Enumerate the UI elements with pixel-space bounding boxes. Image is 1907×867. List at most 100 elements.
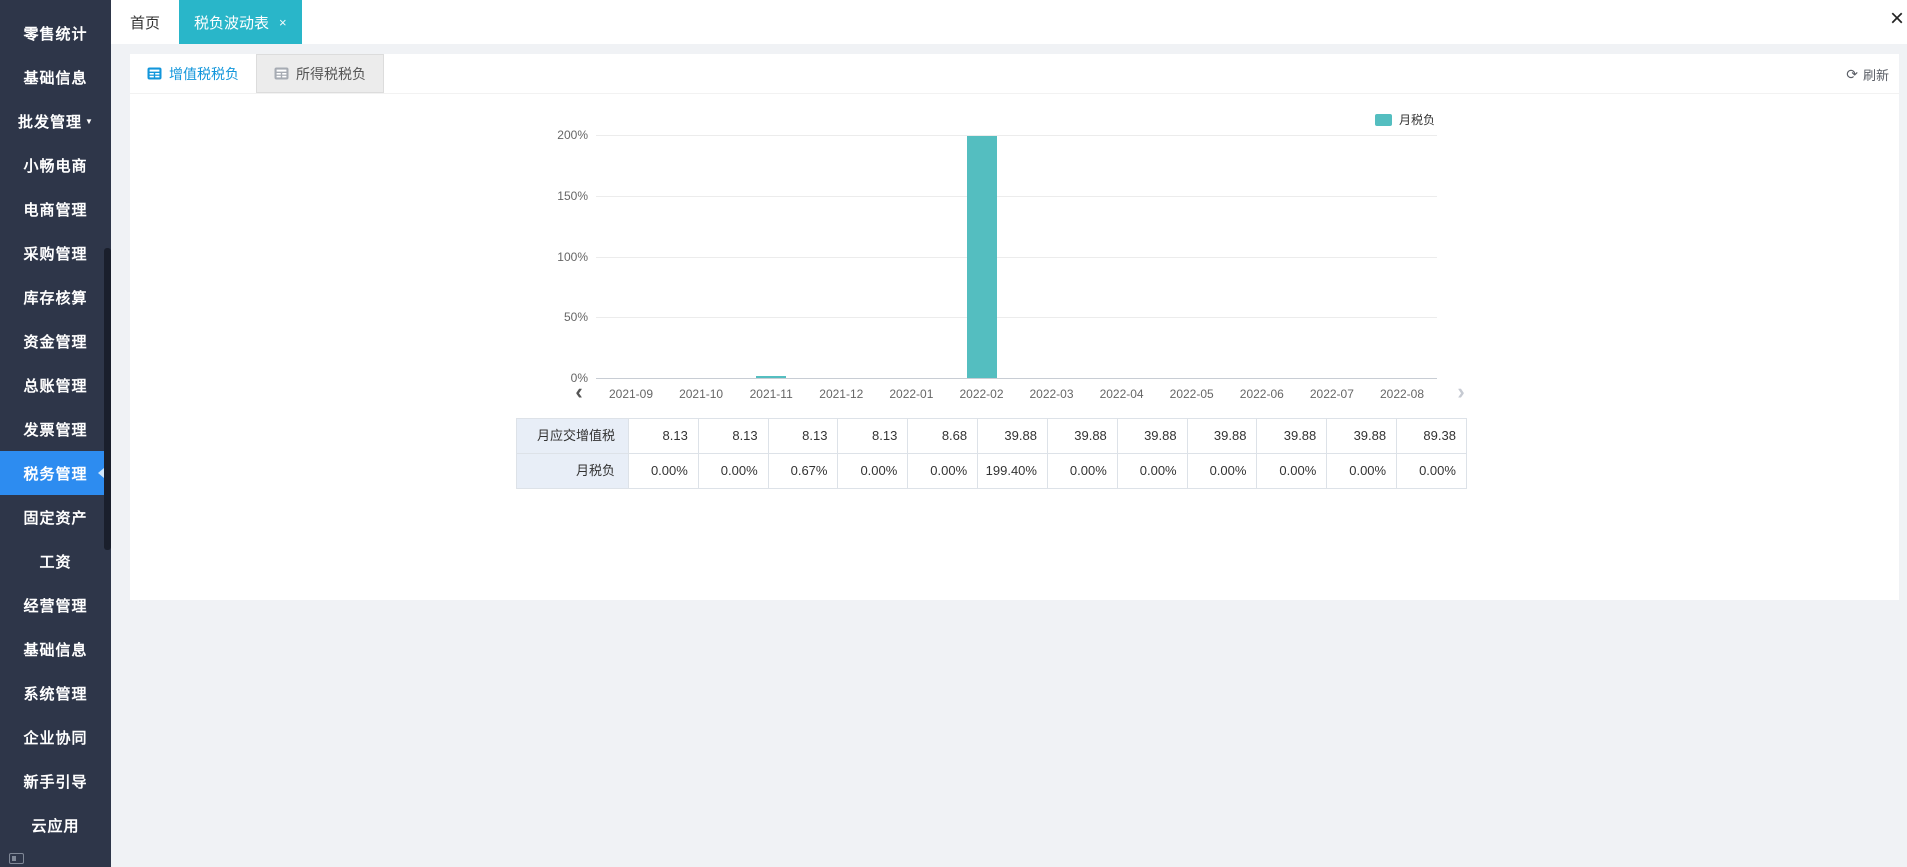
sidebar-item-label: 企业协同 xyxy=(23,729,88,747)
sidebar-item-label: 基础信息 xyxy=(23,641,88,659)
sidebar: 零售统计 基础信息 批发管理 ▼ 小畅电商 电商管理 采购管理 库存核算 资金管理 总账管理 发票管… xyxy=(0,0,111,867)
sidebar-item-invoice-mgmt[interactable]: 发票管理 xyxy=(0,407,111,451)
sidebar-item-label: 零售统计 xyxy=(23,25,88,43)
table-value-cell: 8.13 xyxy=(698,419,769,454)
window-close-icon[interactable]: × xyxy=(1889,5,1904,32)
sidebar-item-label: 系统管理 xyxy=(23,685,88,703)
y-axis-tick-label: 100% xyxy=(557,250,588,264)
chart-prev-icon[interactable]: ‹ xyxy=(575,379,583,404)
grid-line xyxy=(596,317,1437,318)
table-value-cell: 0.67% xyxy=(768,454,839,489)
table-value-cell: 0.00% xyxy=(1327,454,1398,489)
sidebar-item-label: 库存核算 xyxy=(23,289,88,307)
x-axis-line xyxy=(596,378,1437,379)
x-axis-tick-label: 2022-08 xyxy=(1379,387,1425,401)
sidebar-item-label: 税务管理 xyxy=(23,465,88,483)
sidebar-item-wholesale-mgmt[interactable]: 批发管理 ▼ xyxy=(0,99,111,143)
refresh-label: 刷新 xyxy=(1862,67,1889,83)
x-axis-tick-label: 2022-05 xyxy=(1169,387,1214,401)
sidebar-item-purchase-mgmt[interactable]: 采购管理 xyxy=(0,231,111,275)
sidebar-item-basic-info[interactable]: 基础信息 xyxy=(0,55,111,99)
sidebar-item-general-ledger[interactable]: 总账管理 xyxy=(0,363,111,407)
x-axis-tick-label: 2021-09 xyxy=(608,387,654,401)
refresh-button[interactable]: ⟳ 刷新 xyxy=(1846,54,1889,94)
tab-vat-label: 增值税税负 xyxy=(169,65,239,82)
income-table-icon xyxy=(274,67,289,80)
sidebar-scrollbar[interactable] xyxy=(104,248,111,550)
table-value-cell: 8.13 xyxy=(838,419,909,454)
table-value-cell: 39.88 xyxy=(1047,419,1118,454)
sidebar-item-label: 固定资产 xyxy=(23,509,88,527)
chart-bar xyxy=(966,135,997,378)
sidebar-item-fixed-assets[interactable]: 固定资产 xyxy=(0,495,111,539)
active-item-arrow xyxy=(98,468,104,478)
grid-line xyxy=(596,135,1437,136)
tab-tax-fluctuation[interactable]: 税负波动表 × xyxy=(179,0,302,44)
sidebar-item-operations-mgmt[interactable]: 经营管理 xyxy=(0,583,111,627)
sidebar-item-cloud-apps[interactable]: 云应用 xyxy=(0,803,111,847)
top-tab-bar: 首页 税负波动表 × × xyxy=(111,0,1907,44)
table-value-cell: 39.88 xyxy=(1257,419,1328,454)
sidebar-item-label: 云应用 xyxy=(31,817,80,835)
x-axis-tick-label: 2022-07 xyxy=(1309,387,1354,401)
table-value-cell: 0.00% xyxy=(838,454,909,489)
sidebar-item-inventory-accounting[interactable]: 库存核算 xyxy=(0,275,111,319)
table-value-cell: 0.00% xyxy=(698,454,769,489)
table-value-cell: 39.88 xyxy=(978,419,1048,454)
tab-close-icon[interactable]: × xyxy=(279,14,287,30)
x-axis-tick-label: 2022-01 xyxy=(889,387,934,401)
sidebar-item-label: 发票管理 xyxy=(23,421,88,439)
chart: 月税负 ‹ › 0% 50% 100% 150% 200% 2021-09 2021-10 2… xyxy=(130,54,1899,600)
sidebar-item-ecommerce-mgmt[interactable]: 电商管理 xyxy=(0,187,111,231)
sidebar-item-label: 资金管理 xyxy=(23,333,88,351)
table-row: 月应交增值税 8.13 8.13 8.13 8.13 8.68 39.88 39.88 39.8… xyxy=(517,419,1467,454)
grid-line xyxy=(596,257,1437,258)
chart-next-icon[interactable]: › xyxy=(1457,379,1465,404)
sidebar-item-label: 采购管理 xyxy=(23,245,88,263)
sidebar-bottom-icon[interactable] xyxy=(9,853,24,864)
table-value-cell: 0.00% xyxy=(1397,454,1467,489)
sidebar-item-xiaochang-ecommerce[interactable]: 小畅电商 xyxy=(0,143,111,187)
table-value-cell: 0.00% xyxy=(629,454,699,489)
x-axis-tick-label: 2022-03 xyxy=(1029,387,1074,401)
table-value-cell: 8.68 xyxy=(908,419,979,454)
sidebar-item-basic-info-2[interactable]: 基础信息 xyxy=(0,627,111,671)
table-value-cell: 39.88 xyxy=(1327,419,1398,454)
sidebar-item-label: 电商管理 xyxy=(23,201,88,219)
row-header-cell: 月税负 xyxy=(517,454,629,489)
sidebar-menu: 零售统计 基础信息 批发管理 ▼ 小畅电商 电商管理 采购管理 库存核算 资金管理 总账管理 发票管… xyxy=(0,0,111,847)
tab-income-tax-burden[interactable]: 所得税税负 xyxy=(256,54,384,93)
sidebar-item-label: 新手引导 xyxy=(23,773,88,791)
sidebar-item-label: 小畅电商 xyxy=(23,157,88,175)
sidebar-item-beginner-guide[interactable]: 新手引导 xyxy=(0,759,111,803)
x-axis-tick-label: 2021-12 xyxy=(819,387,864,401)
y-axis-tick-label: 150% xyxy=(557,189,588,203)
table-value-cell: 0.00% xyxy=(1187,454,1258,489)
y-axis-tick-label: 50% xyxy=(563,310,588,324)
chart-bar xyxy=(756,376,787,378)
sidebar-item-funds-mgmt[interactable]: 资金管理 xyxy=(0,319,111,363)
sidebar-item-tax-mgmt[interactable]: 税务管理 xyxy=(0,451,111,495)
sidebar-item-payroll[interactable]: 工资 xyxy=(0,539,111,583)
sidebar-item-retail-stats[interactable]: 零售统计 xyxy=(0,11,111,55)
sidebar-item-label: 基础信息 xyxy=(23,69,88,87)
data-table: 月应交增值税 8.13 8.13 8.13 8.13 8.68 39.88 39.88 39.8… xyxy=(516,418,1467,489)
x-axis-tick-label: 2022-04 xyxy=(1099,387,1144,401)
tab-home[interactable]: 首页 xyxy=(130,14,161,32)
row-header-cell: 月应交增值税 xyxy=(517,419,629,454)
chevron-down-icon: ▼ xyxy=(85,116,93,126)
table-value-cell: 0.00% xyxy=(1047,454,1118,489)
legend-label: 月税负 xyxy=(1399,113,1436,127)
chart-legend[interactable]: 月税负 xyxy=(1375,111,1435,128)
sidebar-item-label: 工资 xyxy=(39,553,72,571)
table-value-cell: 199.40% xyxy=(978,454,1048,489)
x-axis-tick-label: 2022-02 xyxy=(959,387,1004,401)
x-axis-tick-label: 2021-11 xyxy=(749,387,793,401)
sidebar-item-enterprise-collab[interactable]: 企业协同 xyxy=(0,715,111,759)
sidebar-item-system-mgmt[interactable]: 系统管理 xyxy=(0,671,111,715)
vat-table-icon xyxy=(147,67,162,80)
tab-vat-tax-burden[interactable]: 增值税税负 xyxy=(130,54,256,93)
tab-tax-fluctuation-label: 税负波动表 xyxy=(194,14,270,32)
panel-tab-bar: 增值税税负 所得税税负 ⟳ 刷新 xyxy=(130,54,1899,94)
